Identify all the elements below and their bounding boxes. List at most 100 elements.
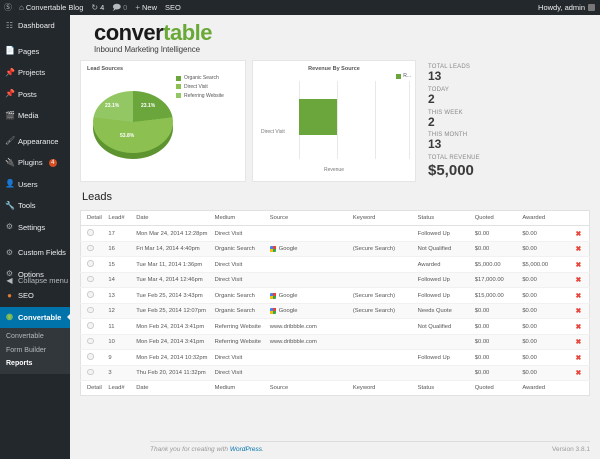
col-header-source[interactable]: Source bbox=[267, 210, 351, 227]
col-footer-status[interactable]: Status bbox=[415, 380, 473, 396]
sidebar-item-plugins[interactable]: 🔌 Plugins 4 bbox=[0, 152, 70, 174]
delete-x-icon[interactable]: ✖ bbox=[575, 277, 582, 285]
col-footer-date[interactable]: Date bbox=[134, 380, 213, 396]
cell-delete[interactable]: ✖ bbox=[567, 225, 590, 242]
site-name-button[interactable]: ⌂ Convertable Blog bbox=[15, 0, 87, 15]
sidebar-item-options[interactable]: ⚙ Options bbox=[0, 264, 70, 286]
col-header-date[interactable]: Date bbox=[134, 210, 213, 227]
detail-radio-button[interactable] bbox=[87, 306, 94, 314]
col-footer-detail[interactable]: Detail bbox=[80, 380, 107, 396]
cell-source bbox=[267, 225, 351, 242]
sidebar-item-posts[interactable]: 📌 Posts bbox=[0, 84, 70, 106]
cell-delete[interactable]: ✖ bbox=[567, 241, 590, 258]
col-header-keyword[interactable]: Keyword bbox=[350, 210, 416, 227]
cell-delete[interactable]: ✖ bbox=[567, 349, 590, 366]
col-footer-quoted[interactable]: Quoted bbox=[472, 380, 521, 396]
cell-awarded: $0.00 bbox=[520, 365, 568, 382]
delete-x-icon[interactable]: ✖ bbox=[575, 246, 582, 254]
detail-radio-button[interactable] bbox=[87, 368, 94, 376]
col-footer-source[interactable]: Source bbox=[267, 380, 351, 396]
col-header-lead[interactable]: Lead# bbox=[106, 210, 135, 227]
delete-x-icon[interactable]: ✖ bbox=[575, 339, 582, 347]
detail-radio-button[interactable] bbox=[87, 260, 94, 267]
col-header-medium[interactable]: Medium bbox=[212, 210, 268, 227]
cell-delete[interactable]: ✖ bbox=[567, 287, 590, 304]
cell-detail[interactable] bbox=[80, 365, 107, 382]
cell-delete[interactable]: ✖ bbox=[567, 334, 590, 351]
col-footer-medium[interactable]: Medium bbox=[212, 380, 268, 396]
collapse-menu-button[interactable]: ◀ Collapse menu bbox=[0, 271, 70, 289]
cell-detail[interactable] bbox=[80, 349, 107, 366]
table-row[interactable]: 3 Thu Feb 20, 2014 11:32pm Direct Visit $0.… bbox=[80, 365, 590, 382]
table-row[interactable]: 14 Tue Mar 4, 2014 12:46pm Direct Visit Fol… bbox=[80, 272, 590, 289]
sidebar-item-dashboard[interactable]: ☷ Dashboard bbox=[0, 15, 70, 37]
detail-radio-button[interactable] bbox=[87, 322, 94, 329]
detail-radio-button[interactable] bbox=[87, 229, 94, 236]
cell-status: Awarded bbox=[415, 256, 473, 273]
cell-detail[interactable] bbox=[80, 241, 107, 258]
sidebar-item-users[interactable]: 👤 Users bbox=[0, 174, 70, 196]
sidebar-item-pages[interactable]: 📄 Pages bbox=[0, 41, 70, 63]
table-row[interactable]: 11 Mon Feb 24, 2014 3:41pm Referring Websi… bbox=[80, 318, 590, 335]
col-footer-keyword[interactable]: Keyword bbox=[350, 380, 416, 396]
cell-detail[interactable] bbox=[80, 272, 107, 289]
submenu-item-reports[interactable]: Reports bbox=[0, 357, 70, 371]
detail-radio-button[interactable] bbox=[87, 275, 94, 283]
sidebar-item-convertable[interactable]: ◉ Convertable bbox=[0, 306, 70, 328]
cell-detail[interactable] bbox=[80, 225, 107, 242]
account-menu[interactable]: Howdy, admin bbox=[538, 3, 600, 12]
delete-x-icon[interactable]: ✖ bbox=[575, 308, 582, 316]
leads-table-body: 17 Mon Mar 24, 2014 12:28pm Direct Visit Fo… bbox=[80, 225, 590, 382]
col-header-status[interactable]: Status bbox=[415, 210, 473, 227]
submenu-item-convertable[interactable]: Convertable bbox=[0, 330, 70, 344]
delete-x-icon[interactable]: ✖ bbox=[575, 370, 582, 378]
updates-button[interactable]: ↻ 4 bbox=[87, 0, 108, 15]
sidebar-item-media[interactable]: 🎬 Media bbox=[0, 105, 70, 127]
cell-delete[interactable]: ✖ bbox=[567, 303, 590, 320]
sidebar-item-appearance[interactable]: 🖌 Appearance bbox=[0, 131, 70, 153]
delete-x-icon[interactable]: ✖ bbox=[575, 354, 582, 362]
wordpress-logo-button[interactable]: Ⓢ bbox=[0, 0, 15, 15]
col-footer-awarded[interactable]: Awarded bbox=[520, 380, 568, 396]
sidebar-item-projects[interactable]: 📌 Projects bbox=[0, 62, 70, 84]
detail-radio-button[interactable] bbox=[87, 337, 94, 345]
comments-button[interactable]: 🗩 0 bbox=[108, 0, 131, 15]
delete-x-icon[interactable]: ✖ bbox=[575, 261, 582, 269]
cell-delete[interactable]: ✖ bbox=[567, 256, 590, 273]
sidebar-item-custom-fields[interactable]: ⚙ Custom Fields bbox=[0, 242, 70, 264]
cell-detail[interactable] bbox=[80, 287, 107, 304]
table-row[interactable]: 16 Fri Mar 14, 2014 4:40pm Organic Search G… bbox=[80, 241, 590, 258]
cell-lead-number: 15 bbox=[106, 256, 135, 273]
cell-delete[interactable]: ✖ bbox=[567, 272, 590, 289]
cell-detail[interactable] bbox=[80, 256, 107, 273]
table-row[interactable]: 15 Tue Mar 11, 2014 1:36pm Direct Visit Awa… bbox=[80, 256, 590, 273]
bar-category-label: Direct Visit bbox=[260, 129, 285, 135]
detail-radio-button[interactable] bbox=[87, 244, 94, 252]
cell-detail[interactable] bbox=[80, 303, 107, 320]
table-row[interactable]: 17 Mon Mar 24, 2014 12:28pm Direct Visit Fo… bbox=[80, 225, 590, 242]
cell-detail[interactable] bbox=[80, 318, 107, 335]
sidebar-item-settings[interactable]: ⚙ Settings bbox=[0, 217, 70, 239]
cell-detail[interactable] bbox=[80, 334, 107, 351]
table-row[interactable]: 10 Mon Feb 24, 2014 3:41pm Referring Websi… bbox=[80, 334, 590, 351]
new-content-button[interactable]: + New bbox=[131, 0, 161, 15]
delete-x-icon[interactable]: ✖ bbox=[575, 292, 582, 300]
sidebar-item-tools[interactable]: 🔧 Tools bbox=[0, 195, 70, 217]
col-header-awarded[interactable]: Awarded bbox=[520, 210, 568, 227]
seo-menu-button[interactable]: SEO bbox=[161, 0, 185, 15]
table-row[interactable]: 12 Tue Feb 25, 2014 12:07pm Organic Search… bbox=[80, 303, 590, 320]
col-header-quoted[interactable]: Quoted bbox=[472, 210, 521, 227]
col-footer-lead[interactable]: Lead# bbox=[106, 380, 135, 396]
sidebar-item-seo[interactable]: ● SEO bbox=[0, 285, 70, 307]
table-row[interactable]: 9 Mon Feb 24, 2014 10:32pm Direct Visit Fol… bbox=[80, 349, 590, 366]
delete-x-icon[interactable]: ✖ bbox=[575, 230, 582, 238]
submenu-item-form-builder[interactable]: Form Builder bbox=[0, 344, 70, 358]
cell-delete[interactable]: ✖ bbox=[567, 318, 590, 335]
col-header-detail[interactable]: Detail bbox=[80, 210, 107, 227]
delete-x-icon[interactable]: ✖ bbox=[575, 323, 582, 331]
detail-radio-button[interactable] bbox=[87, 291, 94, 298]
detail-radio-button[interactable] bbox=[87, 353, 94, 360]
cell-delete[interactable]: ✖ bbox=[567, 365, 590, 382]
wordpress-link[interactable]: WordPress bbox=[229, 446, 263, 453]
table-row[interactable]: 13 Tue Feb 25, 2014 3:43pm Organic Search G… bbox=[80, 287, 590, 304]
